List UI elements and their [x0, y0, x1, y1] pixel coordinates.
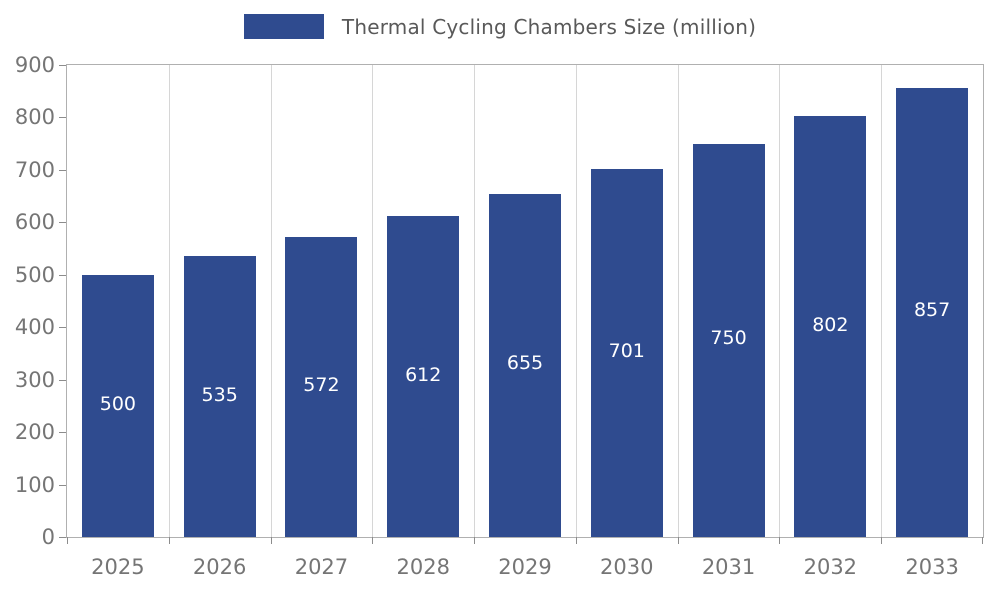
bar-2030: 701	[590, 169, 663, 537]
y-axis-label: 600	[14, 210, 55, 235]
x-axis-tick	[67, 537, 68, 544]
bar-value-label: 857	[913, 299, 951, 322]
gridline	[677, 65, 679, 537]
gridline	[881, 65, 883, 537]
gridline	[270, 65, 272, 537]
x-axis-label: 2030	[600, 555, 654, 579]
x-axis-tick	[881, 537, 883, 544]
bar-2032: 802	[794, 116, 867, 537]
bar-2029: 655	[489, 193, 561, 537]
bar-value-label: 655	[506, 352, 544, 375]
x-axis-label: 2029	[498, 555, 552, 579]
bar-value-label: 802	[812, 313, 849, 336]
y-axis-tick	[59, 537, 66, 538]
bar-2033: 857	[896, 87, 969, 537]
y-axis-label: 400	[14, 315, 55, 340]
plot-area: 0 100 200 300 400 500 600 700 800 900 500 2025 535 20…	[15, 53, 984, 579]
gridline	[575, 65, 577, 537]
gridline	[779, 65, 781, 537]
y-axis-tick	[59, 432, 66, 434]
x-axis-tick	[575, 537, 577, 544]
y-axis-label: 800	[14, 105, 55, 130]
gridline	[474, 65, 476, 537]
gridline	[168, 65, 170, 537]
y-axis-tick	[59, 274, 66, 276]
x-axis-label: 2026	[192, 555, 247, 579]
x-axis-tick	[372, 537, 374, 544]
y-axis-label: 200	[14, 420, 55, 445]
bar-value-label: 535	[201, 383, 238, 406]
y-axis-label: 0	[41, 525, 55, 549]
y-axis-tick	[59, 379, 66, 381]
y-axis-tick	[59, 327, 66, 329]
bar-value-label: 750	[710, 327, 747, 350]
y-axis-label: 300	[14, 367, 55, 392]
x-axis-tick	[982, 537, 983, 544]
bar-value-label: 572	[303, 374, 340, 397]
x-axis-tick	[779, 537, 781, 544]
y-axis-label: 100	[14, 472, 55, 497]
bar-2025: 500	[81, 274, 154, 537]
x-axis-label: 2028	[396, 555, 450, 579]
bar-value-label: 701	[608, 340, 645, 363]
x-axis-label: 2027	[294, 555, 349, 579]
y-axis-label: 900	[14, 53, 55, 77]
y-axis-label: 500	[14, 262, 55, 287]
y-axis-tick	[59, 117, 66, 119]
x-axis-tick	[677, 537, 679, 544]
x-axis-label: 2033	[905, 555, 959, 579]
y-axis-tick	[59, 484, 66, 486]
x-axis-label: 2031	[701, 555, 756, 579]
legend[interactable]: Thermal Cycling Chambers Size (million)	[0, 14, 1000, 39]
bar-value-label: 500	[99, 392, 136, 415]
bar-2031: 750	[692, 143, 765, 537]
gridline	[372, 65, 374, 537]
y-axis-label: 700	[14, 157, 55, 182]
y-axis-tick	[59, 169, 66, 171]
x-axis-tick	[474, 537, 476, 544]
chart-title[interactable]: Thermal Cycling Chambers Size (million)	[341, 14, 757, 39]
x-axis-label: 2032	[803, 555, 858, 579]
bar-2026: 535	[183, 256, 256, 537]
x-axis-tick	[270, 537, 272, 544]
bar-2027: 572	[285, 237, 358, 537]
bar-value-label: 612	[405, 363, 442, 386]
legend-swatch[interactable]	[243, 14, 324, 39]
x-axis-label: 2025	[91, 555, 145, 579]
y-axis-tick	[59, 65, 66, 66]
bar-2028: 612	[387, 216, 460, 537]
y-axis-tick	[59, 222, 66, 224]
x-axis-tick	[168, 537, 170, 544]
